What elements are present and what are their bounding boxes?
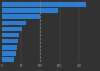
Bar — [2, 39, 18, 43]
Bar — [2, 45, 17, 49]
Bar — [2, 2, 86, 7]
Bar — [2, 57, 14, 62]
Bar — [2, 33, 19, 37]
Bar — [2, 14, 40, 19]
Bar — [2, 27, 22, 31]
Bar — [2, 8, 58, 13]
Bar — [2, 51, 16, 56]
Bar — [2, 21, 26, 25]
